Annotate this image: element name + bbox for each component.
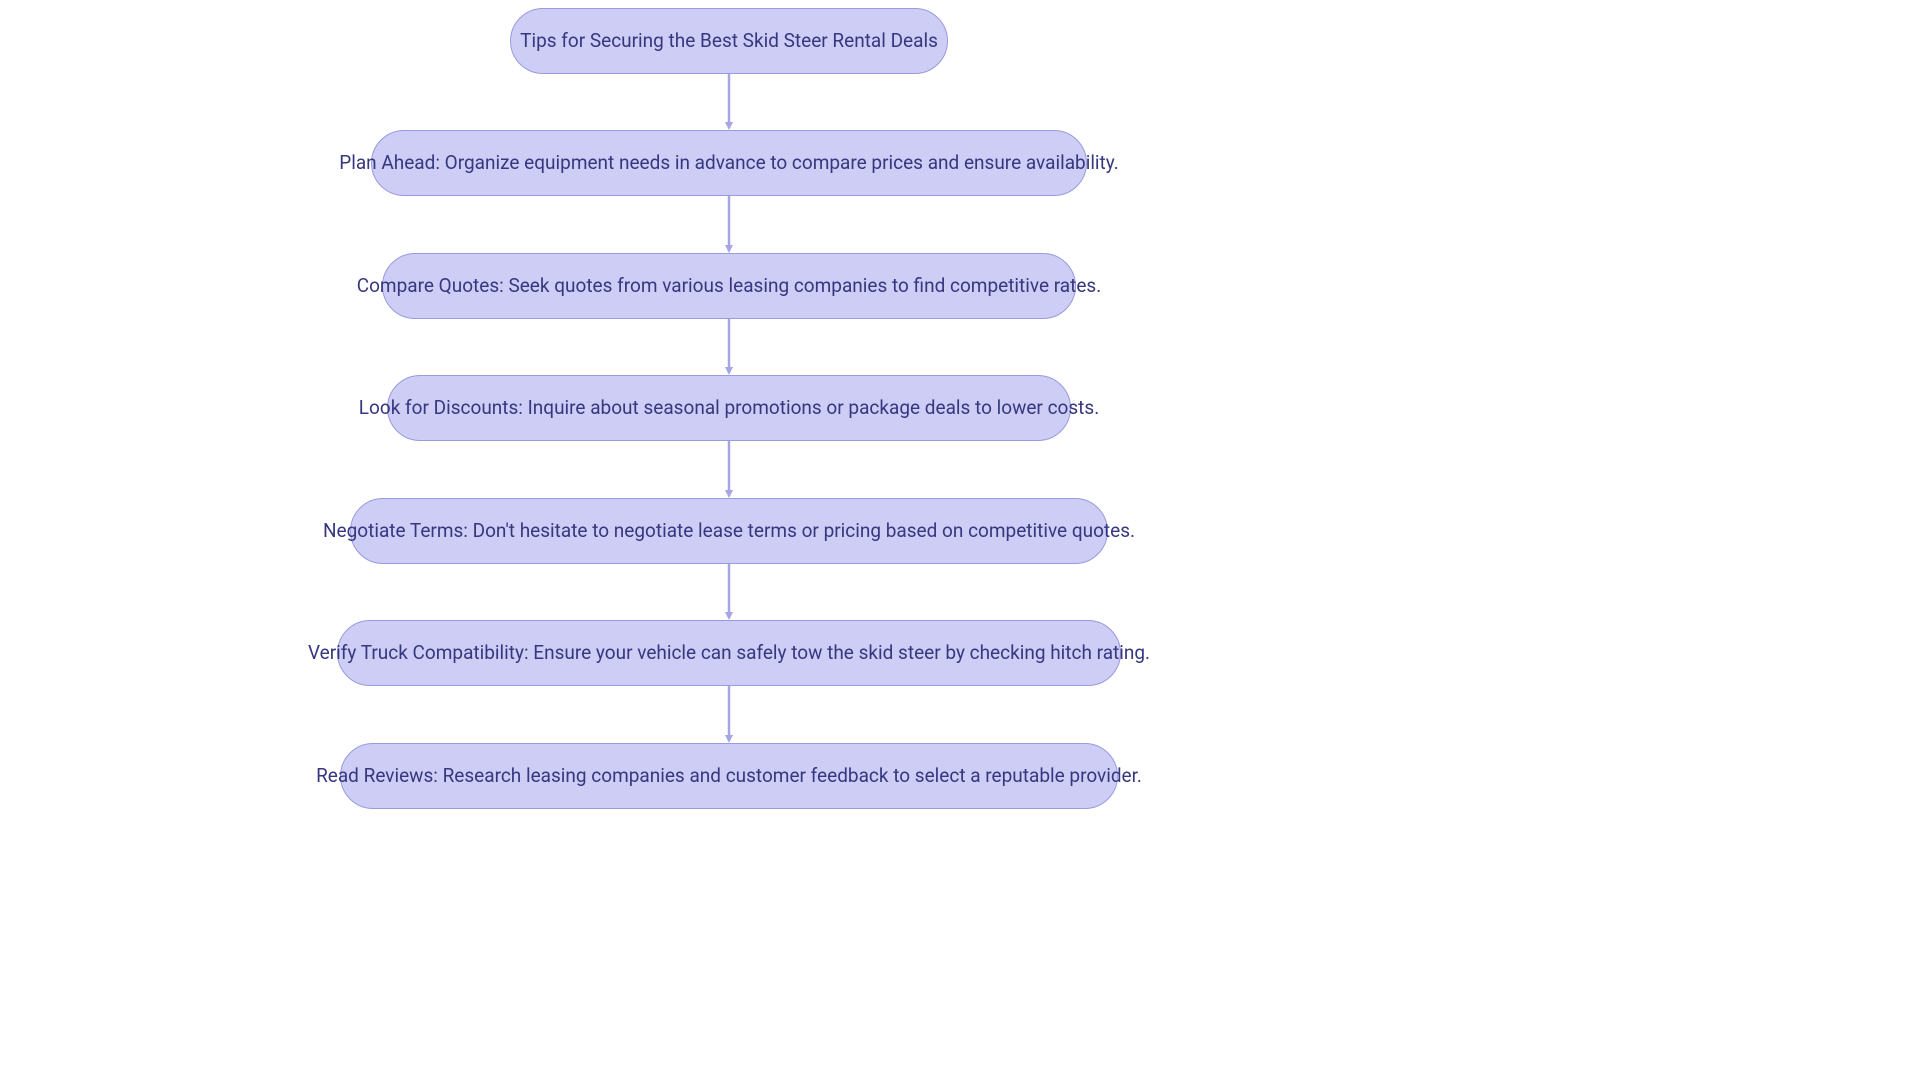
flowchart-node-label: Look for Discounts: Inquire about season… <box>359 396 1099 421</box>
flowchart-canvas: Tips for Securing the Best Skid Steer Re… <box>0 0 1920 1083</box>
flowchart-node-label: Plan Ahead: Organize equipment needs in … <box>339 151 1119 176</box>
flowchart-node-label: Read Reviews: Research leasing companies… <box>316 764 1142 789</box>
flowchart-node-label: Verify Truck Compatibility: Ensure your … <box>308 641 1150 666</box>
flowchart-node: Plan Ahead: Organize equipment needs in … <box>371 130 1087 196</box>
flowchart-node: Read Reviews: Research leasing companies… <box>340 743 1118 809</box>
flowchart-node-label: Negotiate Terms: Don't hesitate to negot… <box>323 519 1135 544</box>
flowchart-node: Verify Truck Compatibility: Ensure your … <box>337 620 1121 686</box>
flowchart-node-label: Compare Quotes: Seek quotes from various… <box>357 274 1102 299</box>
flowchart-node: Tips for Securing the Best Skid Steer Re… <box>510 8 948 74</box>
flowchart-node: Compare Quotes: Seek quotes from various… <box>382 253 1076 319</box>
flowchart-node: Negotiate Terms: Don't hesitate to negot… <box>350 498 1108 564</box>
flowchart-node-label: Tips for Securing the Best Skid Steer Re… <box>520 29 938 54</box>
flowchart-node: Look for Discounts: Inquire about season… <box>387 375 1071 441</box>
